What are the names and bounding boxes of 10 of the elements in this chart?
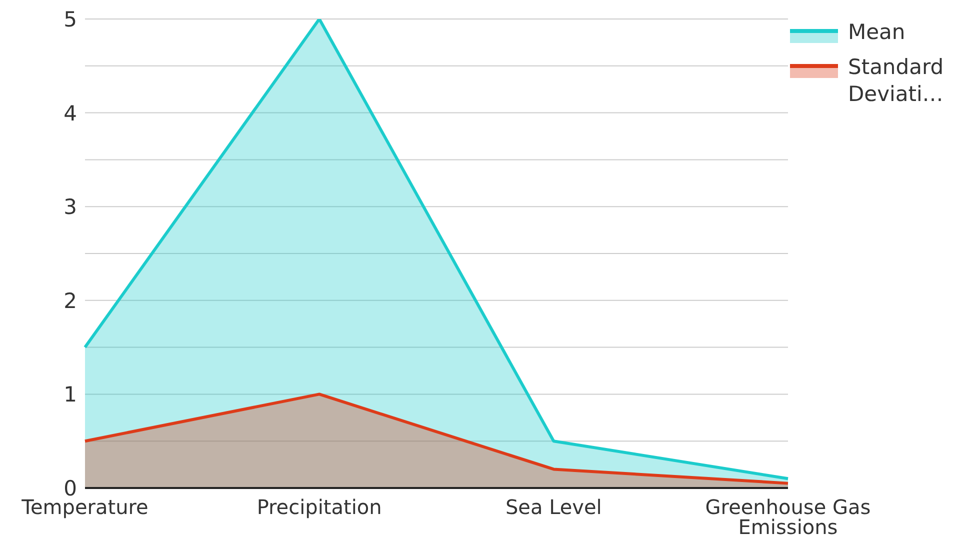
y-tick-label: 4	[64, 101, 77, 126]
legend-label: Mean	[848, 19, 906, 46]
legend-label: Standard Deviati…	[848, 54, 945, 108]
x-tick-label: Sea Level	[505, 495, 602, 520]
y-tick-label: 3	[64, 195, 77, 220]
y-tick-label: 2	[64, 288, 77, 313]
y-tick-label: 1	[64, 382, 77, 407]
x-tick-label: Precipitation	[256, 495, 382, 520]
y-tick-label: 5	[64, 7, 77, 32]
x-tick-label: Greenhouse Gas Emissions	[705, 495, 871, 540]
